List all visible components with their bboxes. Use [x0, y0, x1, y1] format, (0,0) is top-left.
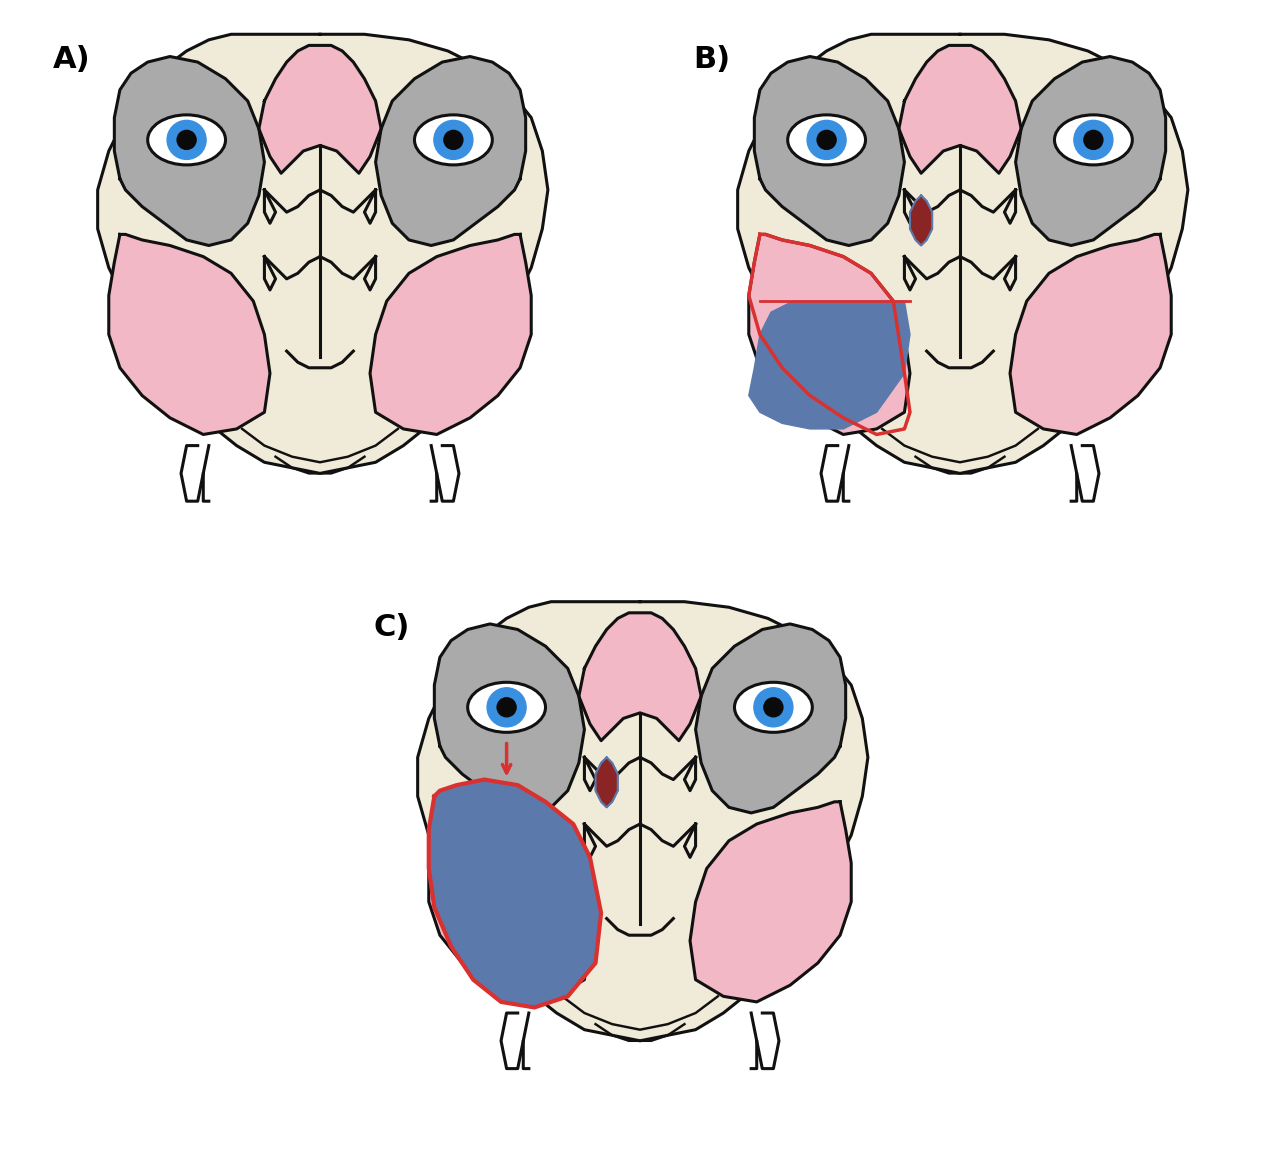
Text: B): B)	[694, 45, 731, 74]
Circle shape	[168, 120, 206, 160]
Circle shape	[817, 131, 836, 149]
Polygon shape	[365, 190, 375, 223]
Polygon shape	[109, 234, 270, 434]
Polygon shape	[1005, 190, 1015, 223]
Polygon shape	[690, 801, 851, 1002]
Polygon shape	[585, 824, 595, 857]
Circle shape	[177, 131, 196, 149]
Ellipse shape	[415, 115, 493, 164]
Polygon shape	[375, 57, 526, 245]
Polygon shape	[595, 757, 618, 807]
Ellipse shape	[1055, 115, 1133, 164]
Circle shape	[754, 688, 792, 727]
Circle shape	[764, 698, 783, 717]
Polygon shape	[417, 602, 868, 1041]
Ellipse shape	[787, 115, 865, 164]
Polygon shape	[685, 757, 695, 791]
Polygon shape	[259, 45, 381, 174]
Circle shape	[434, 120, 472, 160]
Polygon shape	[265, 190, 275, 223]
Polygon shape	[365, 257, 375, 290]
Polygon shape	[1010, 234, 1171, 434]
Polygon shape	[429, 779, 602, 1007]
Circle shape	[488, 688, 526, 727]
Polygon shape	[737, 35, 1188, 474]
Polygon shape	[429, 801, 590, 1002]
Polygon shape	[910, 196, 932, 245]
Circle shape	[1074, 120, 1112, 160]
Circle shape	[444, 131, 463, 149]
Polygon shape	[905, 257, 915, 290]
Polygon shape	[905, 190, 915, 223]
Polygon shape	[579, 613, 701, 741]
Circle shape	[497, 698, 516, 717]
Ellipse shape	[147, 115, 225, 164]
Circle shape	[1084, 131, 1103, 149]
Polygon shape	[1015, 57, 1166, 245]
Polygon shape	[97, 35, 548, 474]
Polygon shape	[265, 257, 275, 290]
Circle shape	[808, 120, 846, 160]
Text: C): C)	[374, 613, 410, 642]
Polygon shape	[1005, 257, 1015, 290]
Polygon shape	[434, 624, 585, 813]
Polygon shape	[695, 624, 846, 813]
Polygon shape	[754, 57, 905, 245]
Ellipse shape	[735, 682, 813, 732]
Polygon shape	[370, 234, 531, 434]
Ellipse shape	[467, 682, 545, 732]
Polygon shape	[114, 57, 265, 245]
Polygon shape	[899, 45, 1021, 174]
Polygon shape	[749, 301, 910, 428]
Polygon shape	[685, 824, 695, 857]
Text: A): A)	[54, 45, 91, 74]
Polygon shape	[749, 234, 910, 434]
Polygon shape	[585, 757, 595, 791]
